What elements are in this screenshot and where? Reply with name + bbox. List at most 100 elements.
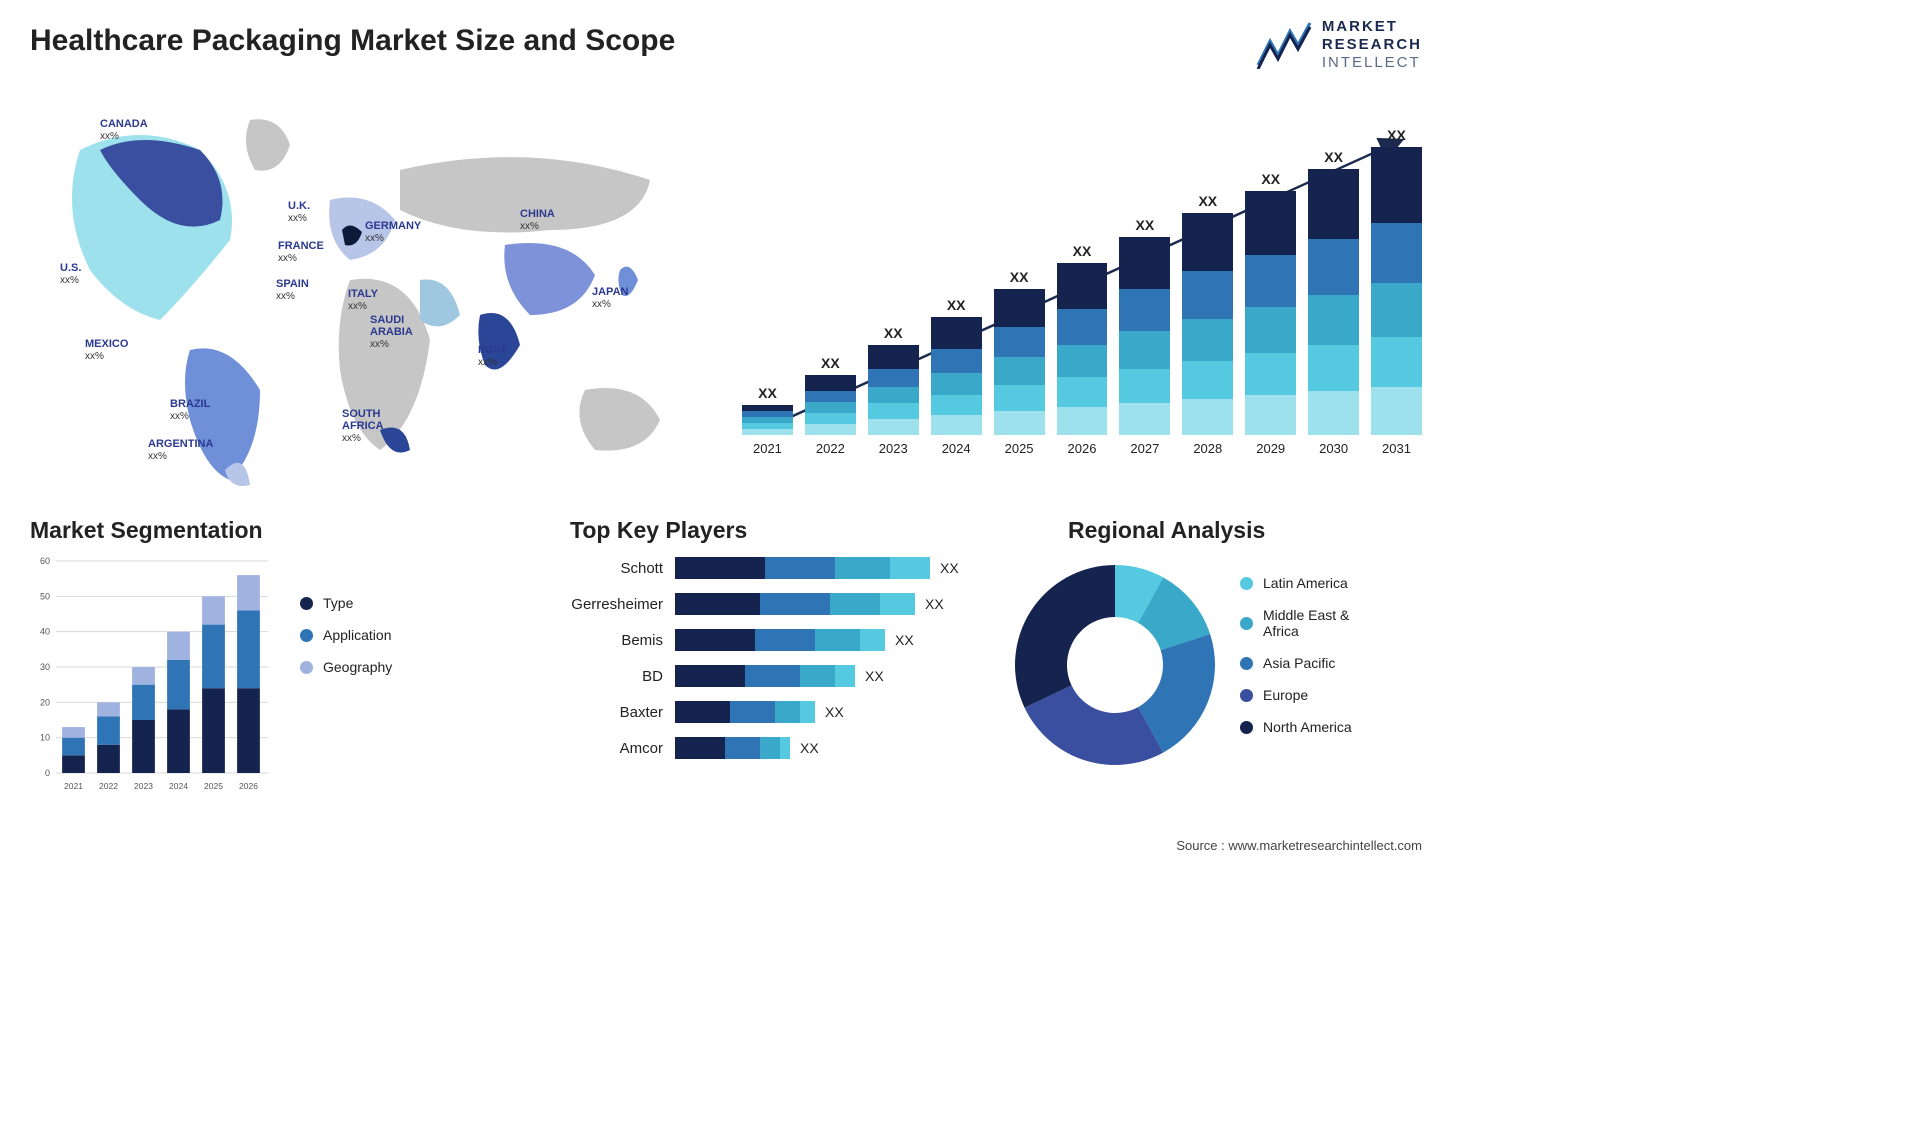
growth-bar-year: 2027	[1130, 441, 1159, 456]
map-label: FRANCExx%	[278, 240, 324, 264]
svg-text:2022: 2022	[99, 781, 118, 791]
logo-line1: MARKET	[1322, 18, 1422, 36]
growth-bar: XX 2024	[931, 297, 982, 456]
growth-bar-year: 2021	[753, 441, 782, 456]
player-row: Gerresheimer XX	[560, 591, 990, 617]
legend-item: Latin America	[1240, 575, 1352, 591]
logo-line2: RESEARCH	[1322, 36, 1422, 54]
growth-bar-value: XX	[821, 355, 840, 371]
map-label: CHINAxx%	[520, 208, 555, 232]
svg-text:20: 20	[40, 697, 50, 707]
growth-bar: XX 2021	[742, 385, 793, 456]
region-legend: Latin America Middle East &Africa Asia Pac…	[1240, 575, 1352, 751]
growth-bar-year: 2025	[1005, 441, 1034, 456]
player-value: XX	[940, 560, 959, 576]
growth-bar: XX 2025	[994, 269, 1045, 456]
growth-bars: XX2021XX2022XX2023XX2024XX2025XX2026XX20…	[742, 126, 1422, 456]
map-label: ARGENTINAxx%	[148, 438, 213, 462]
growth-bar-value: XX	[758, 385, 777, 401]
player-row: Amcor XX	[560, 735, 990, 761]
growth-bar: XX 2022	[805, 355, 856, 456]
growth-bar: XX 2023	[868, 325, 919, 456]
svg-text:40: 40	[40, 627, 50, 637]
map-label: U.K.xx%	[288, 200, 310, 224]
player-value: XX	[925, 596, 944, 612]
brand-logo: MARKET RESEARCH INTELLECT	[1256, 18, 1422, 72]
player-name: Baxter	[560, 704, 675, 721]
growth-bar-year: 2023	[879, 441, 908, 456]
segmentation-legend: TypeApplicationGeography	[300, 595, 392, 691]
growth-bar-value: XX	[1010, 269, 1029, 285]
growth-bar-value: XX	[1198, 193, 1217, 209]
logo-line3: INTELLECT	[1322, 54, 1422, 72]
legend-item: Europe	[1240, 687, 1352, 703]
region-donut	[1010, 560, 1220, 770]
growth-bar: XX 2029	[1245, 171, 1296, 456]
player-row: BemisXX	[560, 627, 990, 653]
players-panel: Schott XX Gerresheimer XX BemisXX BD XX Baxter X…	[560, 555, 990, 815]
svg-text:30: 30	[40, 662, 50, 672]
player-name: Amcor	[560, 740, 675, 757]
map-label: ITALYxx%	[348, 288, 378, 312]
segmentation-panel: 0102030405060202120222023202420252026 Ty…	[30, 555, 450, 815]
svg-text:2026: 2026	[239, 781, 258, 791]
player-value: XX	[825, 704, 844, 720]
player-row: BD XX	[560, 663, 990, 689]
map-label: BRAZILxx%	[170, 398, 210, 422]
growth-bar-value: XX	[884, 325, 903, 341]
page-title: Healthcare Packaging Market Size and Sco…	[30, 24, 675, 58]
growth-bar-value: XX	[1261, 171, 1280, 187]
legend-item: Geography	[300, 659, 392, 675]
player-name: BD	[560, 668, 675, 685]
logo-icon	[1256, 21, 1312, 69]
segmentation-chart: 0 10 20 30 40 50 60 2021 2022 2023 2024 2025 2026	[30, 555, 270, 795]
growth-bar-year: 2022	[816, 441, 845, 456]
growth-bar-value: XX	[1324, 149, 1343, 165]
player-name: Gerresheimer	[560, 596, 675, 613]
map-label: SPAINxx%	[276, 278, 309, 302]
svg-text:2024: 2024	[169, 781, 188, 791]
seg-title: Market Segmentation	[30, 517, 263, 544]
growth-bar-value: XX	[947, 297, 966, 313]
legend-item: Middle East &Africa	[1240, 607, 1352, 639]
growth-bar-year: 2024	[942, 441, 971, 456]
growth-bar-year: 2028	[1193, 441, 1222, 456]
growth-bar-year: 2026	[1068, 441, 1097, 456]
svg-text:50: 50	[40, 591, 50, 601]
growth-chart: XX2021XX2022XX2023XX2024XX2025XX2026XX20…	[742, 100, 1422, 480]
growth-bar: XX 2030	[1308, 149, 1359, 456]
world-map-panel: CANADAxx%U.S.xx%MEXICOxx%BRAZILxx%ARGENT…	[30, 90, 720, 490]
legend-item: North America	[1240, 719, 1352, 735]
map-label: MEXICOxx%	[85, 338, 128, 362]
growth-bar-year: 2029	[1256, 441, 1285, 456]
map-label: JAPANxx%	[592, 286, 628, 310]
player-row: Baxter XX	[560, 699, 990, 725]
source-text: Source : www.marketresearchintellect.com	[1176, 838, 1422, 853]
growth-bar-value: XX	[1387, 127, 1406, 143]
growth-bar: XX 2031	[1371, 127, 1422, 456]
growth-bar: XX 2028	[1182, 193, 1233, 456]
legend-item: Application	[300, 627, 392, 643]
map-label: INDIAxx%	[478, 344, 508, 368]
player-name: Schott	[560, 560, 675, 577]
player-value: XX	[800, 740, 819, 756]
svg-text:0: 0	[45, 768, 50, 778]
svg-text:10: 10	[40, 733, 50, 743]
svg-text:2025: 2025	[204, 781, 223, 791]
growth-bar: XX2026	[1057, 243, 1108, 456]
growth-bar-value: XX	[1136, 217, 1155, 233]
players-title: Top Key Players	[570, 517, 747, 544]
svg-text:60: 60	[40, 556, 50, 566]
growth-bar-year: 2030	[1319, 441, 1348, 456]
svg-text:2021: 2021	[64, 781, 83, 791]
map-label: U.S.xx%	[60, 262, 81, 286]
svg-text:2023: 2023	[134, 781, 153, 791]
map-label: SOUTHAFRICAxx%	[342, 408, 384, 444]
growth-bar: XX 2027	[1119, 217, 1170, 456]
growth-bar-year: 2031	[1382, 441, 1411, 456]
region-panel: Latin America Middle East &Africa Asia Pac…	[1010, 520, 1430, 820]
map-label: SAUDIARABIAxx%	[370, 314, 413, 350]
legend-item: Asia Pacific	[1240, 655, 1352, 671]
map-label: GERMANYxx%	[365, 220, 421, 244]
player-value: XX	[865, 668, 884, 684]
